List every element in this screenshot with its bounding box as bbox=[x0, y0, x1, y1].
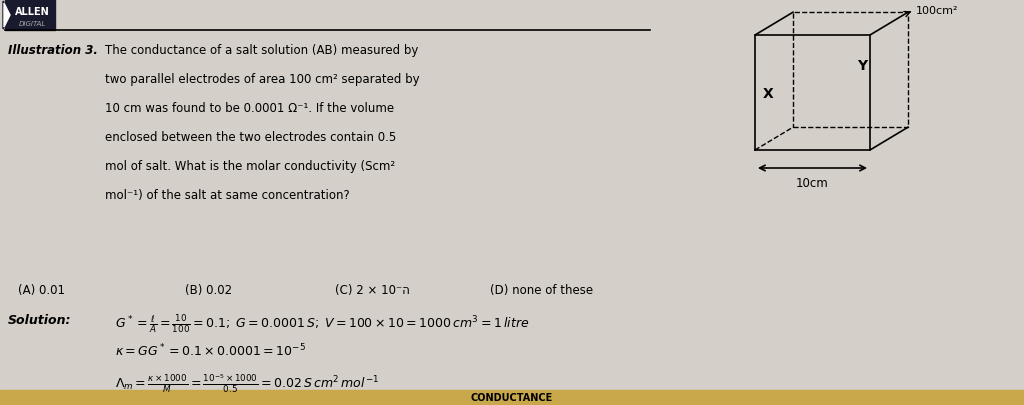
Text: DIGITAL: DIGITAL bbox=[18, 21, 46, 27]
Text: 10 cm was found to be 0.0001 Ω⁻¹. If the volume: 10 cm was found to be 0.0001 Ω⁻¹. If the… bbox=[105, 102, 394, 115]
Text: $\Lambda_m = \frac{\kappa \times 1000}{M} = \frac{10^{-5} \times 1000}{0.5} = 0.: $\Lambda_m = \frac{\kappa \times 1000}{M… bbox=[115, 372, 379, 394]
Text: mol⁻¹) of the salt at same concentration?: mol⁻¹) of the salt at same concentration… bbox=[105, 189, 350, 202]
Text: (C) 2 × 10⁻ה: (C) 2 × 10⁻ה bbox=[335, 284, 410, 296]
Text: two parallel electrodes of area 100 cm² separated by: two parallel electrodes of area 100 cm² … bbox=[105, 73, 420, 86]
Text: Solution:: Solution: bbox=[8, 313, 72, 326]
Text: 100cm²: 100cm² bbox=[916, 6, 958, 16]
Text: X: X bbox=[763, 86, 773, 100]
Text: $G^* = \frac{\ell}{A} = \frac{10}{100} = 0.1;\; G = 0.0001\, S;\; V = 100 \times: $G^* = \frac{\ell}{A} = \frac{10}{100} =… bbox=[115, 313, 529, 335]
Polygon shape bbox=[0, 390, 1024, 405]
Polygon shape bbox=[3, 2, 12, 30]
Text: Y: Y bbox=[857, 59, 867, 72]
Text: (A) 0.01: (A) 0.01 bbox=[18, 284, 65, 296]
Text: 10cm: 10cm bbox=[796, 177, 828, 190]
Text: Illustration 3.: Illustration 3. bbox=[8, 44, 98, 57]
Text: enclosed between the two electrodes contain 0.5: enclosed between the two electrodes cont… bbox=[105, 131, 396, 144]
Text: mol of salt. What is the molar conductivity (Scm²: mol of salt. What is the molar conductiv… bbox=[105, 160, 395, 173]
Polygon shape bbox=[4, 4, 10, 28]
Text: $\kappa = GG^* = 0.1 \times 0.0001 = 10^{-5}$: $\kappa = GG^* = 0.1 \times 0.0001 = 10^… bbox=[115, 342, 306, 359]
Text: ALLEN: ALLEN bbox=[14, 7, 49, 17]
Text: (D) none of these: (D) none of these bbox=[490, 284, 593, 296]
Text: The conductance of a salt solution (AB) measured by: The conductance of a salt solution (AB) … bbox=[105, 44, 419, 57]
Polygon shape bbox=[5, 0, 55, 31]
Text: (B) 0.02: (B) 0.02 bbox=[185, 284, 232, 296]
Text: CONDUCTANCE: CONDUCTANCE bbox=[471, 392, 553, 403]
